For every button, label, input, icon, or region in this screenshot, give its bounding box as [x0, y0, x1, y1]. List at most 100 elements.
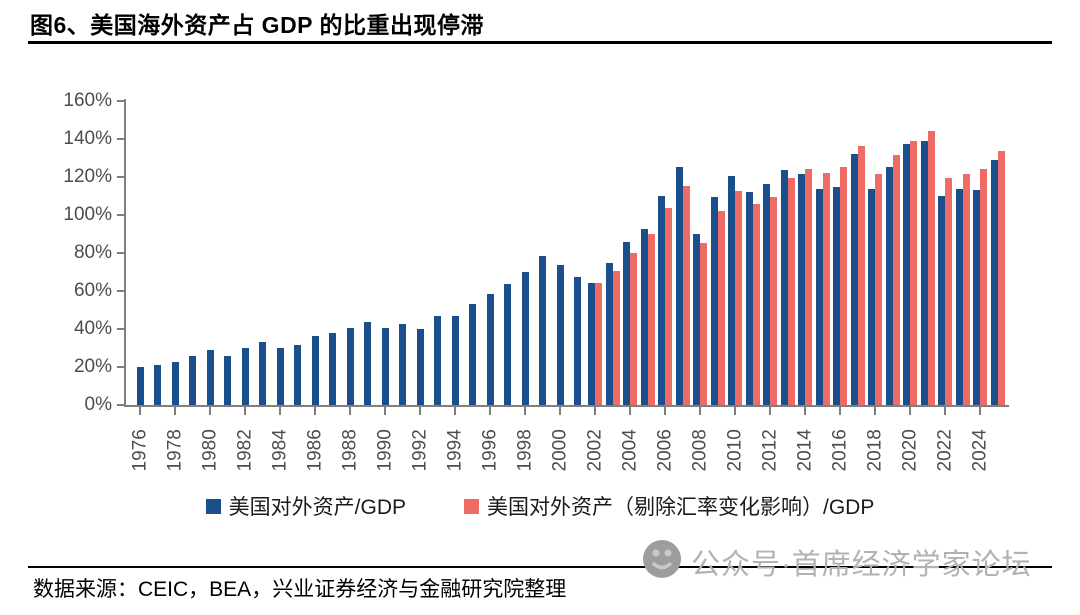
- bar-assets-gdp-1986: [311, 335, 319, 405]
- x-axis-tick-label: 2000: [549, 429, 571, 472]
- x-axis-tick-label: 2002: [584, 429, 606, 472]
- x-axis-tick-label: 1988: [339, 429, 361, 472]
- watermark-text: 公众号·首席经济学家论坛: [691, 548, 1032, 581]
- footer-divider: [28, 566, 1052, 568]
- bar-assets-gdp-fx-adjusted-2018: [875, 174, 882, 405]
- bar-assets-gdp-2019: [885, 166, 893, 405]
- bar-assets-gdp-fx-adjusted-2009: [717, 211, 725, 405]
- x-axis-tick-label: 1982: [234, 429, 256, 472]
- y-axis-tick-label: 20%: [73, 356, 112, 378]
- y-axis-tick-label: 100%: [63, 204, 112, 226]
- bar-assets-gdp-1990: [381, 328, 389, 405]
- bar-assets-gdp-1992: [416, 329, 424, 405]
- y-axis-line: [124, 99, 126, 407]
- bar-assets-gdp-fx-adjusted-2004: [630, 253, 637, 405]
- title-divider: [28, 41, 1052, 44]
- bar-assets-gdp-fx-adjusted-2011: [752, 203, 760, 405]
- bar-assets-gdp-fx-adjusted-2010: [735, 190, 742, 405]
- bar-assets-gdp-fx-adjusted-2014: [805, 168, 812, 405]
- bar-assets-gdp-1982: [241, 348, 249, 405]
- legend-swatch-red-icon: [464, 498, 479, 514]
- bar-assets-gdp-fx-adjusted-2021: [927, 130, 935, 405]
- bar-assets-gdp-2022: [938, 196, 945, 405]
- bar-assets-gdp-1980: [206, 349, 214, 405]
- bar-assets-gdp-fx-adjusted-2015: [822, 172, 830, 405]
- y-axis-tick-label: 80%: [73, 242, 112, 264]
- x-axis-tick-label: 2008: [689, 429, 711, 472]
- bar-assets-gdp-fx-adjusted-2002: [595, 282, 602, 405]
- bar-assets-gdp-2016: [833, 186, 840, 405]
- bar-assets-gdp-fx-adjusted-2019: [892, 154, 900, 405]
- bar-assets-gdp-1984: [276, 348, 284, 405]
- bar-assets-gdp-2015: [815, 188, 823, 405]
- x-axis-tick-label: 2018: [864, 429, 886, 472]
- bar-assets-gdp-fx-adjusted-2024: [980, 168, 987, 405]
- x-axis-tick-label: 2006: [654, 429, 676, 472]
- x-axis-tick-label: 2016: [829, 429, 851, 472]
- bar-assets-gdp-1989: [364, 321, 371, 405]
- bar-assets-gdp-1985: [294, 345, 301, 405]
- y-axis-tick-label: 140%: [63, 128, 112, 150]
- bar-assets-gdp-2010: [728, 176, 735, 405]
- x-axis-tick-label: 1994: [444, 429, 466, 472]
- bar-assets-gdp-2024: [973, 189, 980, 405]
- x-axis-tick-label: 1998: [514, 429, 536, 472]
- y-axis-tick-label: 120%: [63, 166, 112, 188]
- bar-assets-gdp-1979: [189, 355, 196, 405]
- bar-assets-gdp-2012: [763, 183, 770, 405]
- bar-assets-gdp-2021: [920, 141, 928, 405]
- bar-assets-gdp-2004: [623, 241, 630, 405]
- bar-assets-gdp-1991: [399, 324, 406, 405]
- bar-assets-gdp-fx-adjusted-2008: [700, 242, 707, 405]
- x-axis-tick-label: 2010: [724, 429, 746, 472]
- bar-assets-gdp-1981: [224, 355, 231, 405]
- y-axis-tick-label: 0%: [84, 394, 112, 415]
- bar-assets-gdp-2001: [574, 276, 581, 405]
- bar-assets-gdp-2013: [780, 169, 788, 405]
- bar-assets-gdp-fx-adjusted-2016: [840, 166, 847, 405]
- bar-assets-gdp-fx-adjusted-2007: [682, 185, 690, 405]
- bar-assets-gdp-1988: [346, 328, 354, 405]
- bar-assets-gdp-2011: [745, 192, 753, 405]
- bar-assets-gdp-1999: [539, 256, 546, 405]
- bar-assets-gdp-1995: [469, 304, 476, 405]
- x-axis-tick-label: 2024: [969, 429, 991, 472]
- legend-label-assets-gdp-fx-adjusted: 美国对外资产（剔除汇率变化影响）/GDP: [487, 496, 875, 519]
- bar-assets-gdp-1978: [171, 362, 179, 405]
- bar-assets-gdp-1998: [521, 272, 529, 405]
- bar-assets-gdp-fx-adjusted-2020: [910, 141, 917, 405]
- x-axis-tick-label: 2014: [794, 429, 816, 472]
- source-note: 数据来源：CEIC，BEA，兴业证券经济与金融研究院整理: [33, 578, 567, 601]
- bar-assets-gdp-2006: [658, 196, 665, 405]
- bar-assets-gdp-2017: [850, 153, 858, 405]
- x-axis-tick-label: 1996: [479, 429, 501, 472]
- bar-assets-gdp-1993: [434, 315, 441, 405]
- bar-assets-gdp-2007: [675, 166, 683, 405]
- bar-assets-gdp-2009: [710, 197, 718, 405]
- bar-assets-gdp-1996: [486, 293, 494, 405]
- x-axis-tick-label: 2020: [899, 429, 921, 472]
- legend-label-assets-gdp: 美国对外资产/GDP: [228, 496, 406, 519]
- bar-assets-gdp-fx-adjusted-2003: [612, 271, 620, 405]
- bar-assets-gdp-fx-adjusted-2017: [857, 145, 865, 405]
- x-axis-tick-label: 1978: [164, 429, 186, 472]
- x-axis-tick-label: 2004: [619, 429, 641, 472]
- bar-assets-gdp-1977: [154, 365, 161, 405]
- bar-assets-gdp-2002: [588, 282, 595, 405]
- bar-assets-gdp-2020: [903, 144, 910, 405]
- y-axis-tick-label: 40%: [73, 318, 112, 340]
- bar-assets-gdp-2008: [693, 234, 700, 405]
- x-axis-tick-label: 1990: [374, 429, 396, 472]
- bar-assets-gdp-1997: [504, 283, 511, 405]
- chart-legend: 美国对外资产/GDP 美国对外资产（剔除汇率变化影响）/GDP: [0, 491, 1080, 521]
- x-axis-line: [124, 405, 1009, 407]
- bar-assets-gdp-fx-adjusted-2005: [647, 234, 655, 405]
- y-axis-tick-label: 60%: [73, 280, 112, 302]
- bar-assets-gdp-2025: [990, 160, 998, 405]
- bar-assets-gdp-1983: [259, 342, 266, 405]
- x-axis-tick-label: 1992: [409, 429, 431, 472]
- bar-assets-gdp-2003: [605, 262, 613, 405]
- bar-assets-gdp-2014: [798, 173, 805, 405]
- bar-assets-gdp-2018: [868, 188, 875, 405]
